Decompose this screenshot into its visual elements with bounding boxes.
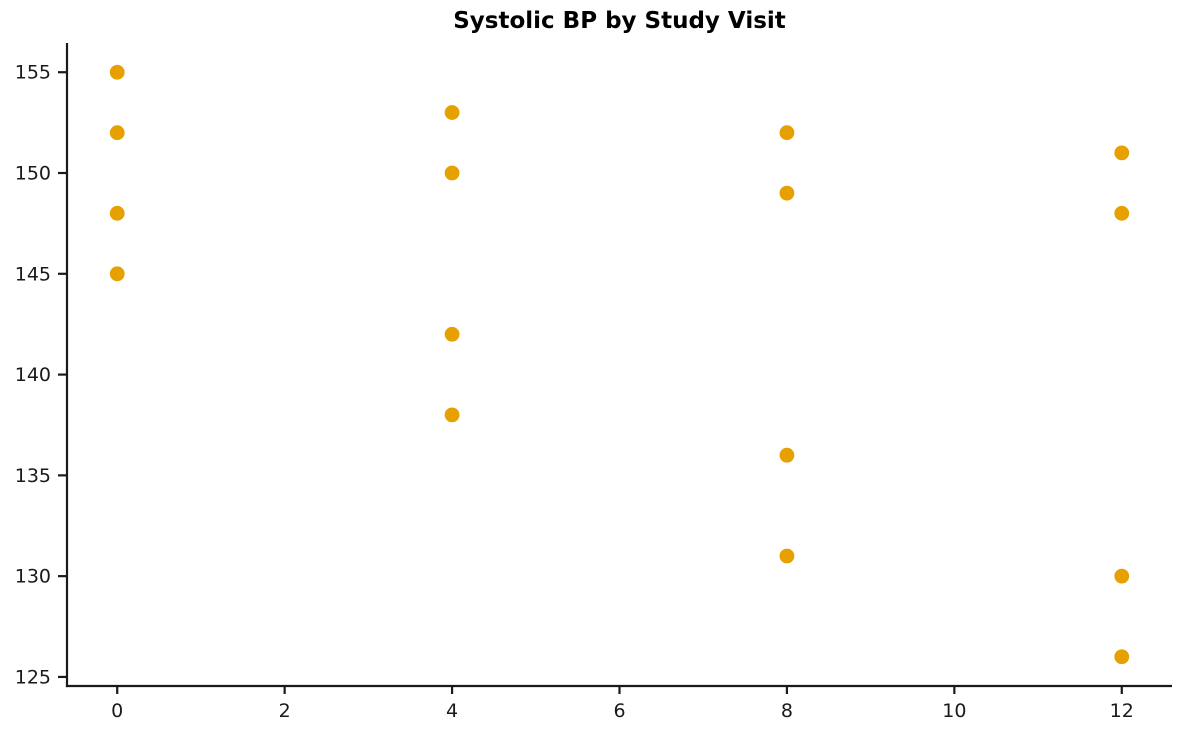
- chart-title: Systolic BP by Study Visit: [453, 8, 786, 34]
- x-tick-label: 0: [111, 700, 123, 722]
- scatter-point: [444, 165, 460, 181]
- scatter-point: [109, 64, 125, 80]
- x-tick-label: 12: [1110, 700, 1134, 722]
- scatter-points-layer: [109, 64, 1130, 665]
- y-tick-label: 140: [15, 364, 51, 386]
- y-tick-label: 130: [15, 566, 51, 588]
- y-tick-label: 125: [15, 666, 51, 688]
- x-tick-label: 10: [942, 700, 966, 722]
- y-tick-label: 135: [15, 465, 51, 487]
- scatter-point: [1114, 205, 1130, 221]
- scatter-point: [109, 266, 125, 282]
- x-tick-label: 2: [279, 700, 291, 722]
- y-tick-label: 150: [15, 163, 51, 185]
- scatter-point: [1114, 145, 1130, 161]
- y-tick-label: 145: [15, 263, 51, 285]
- scatter-point: [444, 407, 460, 423]
- scatter-point: [779, 548, 795, 564]
- scatter-point: [779, 447, 795, 463]
- y-tick-label: 155: [15, 62, 51, 84]
- scatter-point: [779, 125, 795, 141]
- scatter-point: [1114, 649, 1130, 665]
- scatter-point: [779, 185, 795, 201]
- scatter-point: [444, 105, 460, 120]
- x-tick-label: 6: [613, 700, 625, 722]
- x-tick-label: 8: [781, 700, 793, 722]
- scatter-point: [109, 205, 125, 221]
- scatter-point: [1114, 568, 1130, 584]
- x-tick-label: 4: [446, 700, 458, 722]
- scatter-point: [109, 125, 125, 141]
- scatter-point: [444, 326, 460, 342]
- axes-layer: 0 2 4 6 8 10 12 125 130 135 140 145 150 155: [15, 43, 1172, 722]
